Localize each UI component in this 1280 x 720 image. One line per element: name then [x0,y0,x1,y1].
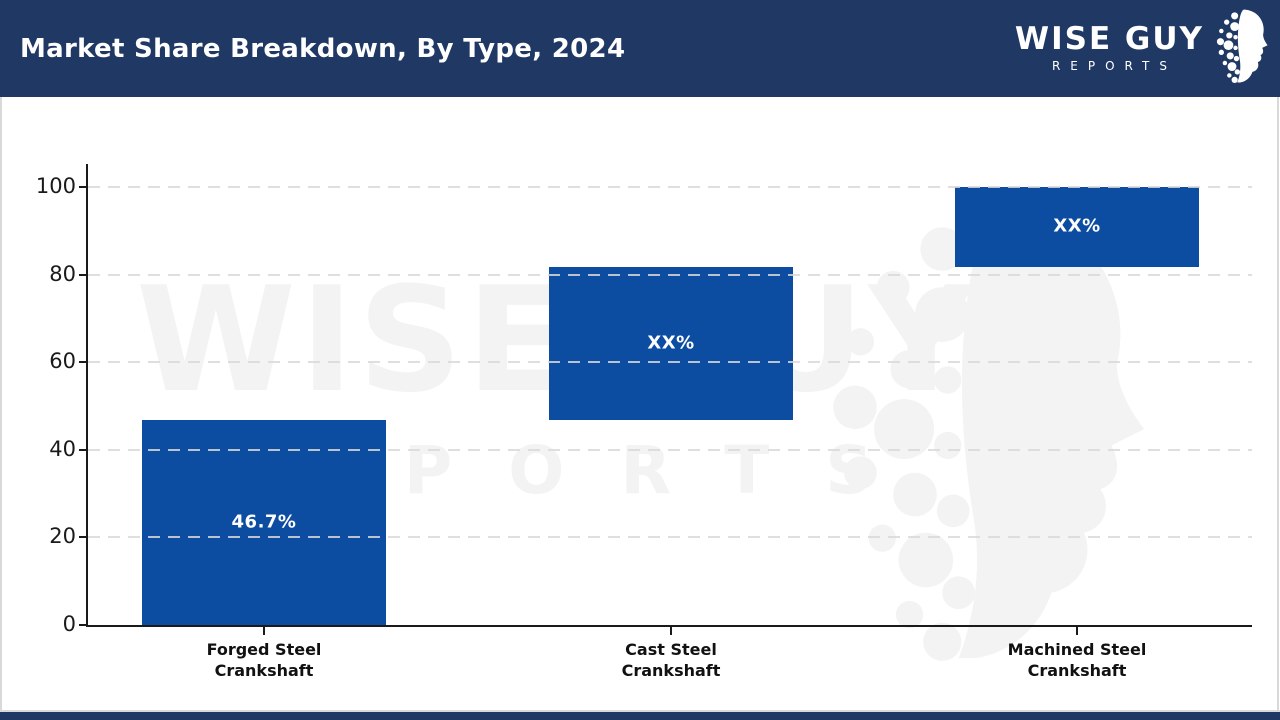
brand-head-icon [1216,9,1268,83]
bar-segment-0: 46.7% [142,420,386,625]
bar-value-label-0: 46.7% [231,511,297,533]
x-category-label-1: Cast Steel Crankshaft [551,639,791,681]
y-tick-label-40: 40 [49,436,76,461]
y-tick-mark-100 [79,186,88,188]
frame-left-border [0,97,2,712]
x-tick-mark-1 [670,627,672,635]
x-category-label-line: Crankshaft [214,661,314,680]
frame-bottom-border [0,710,1280,712]
y-tick-mark-60 [79,361,88,364]
bar-segment-2: XX% [955,187,1199,267]
y-tick-label-80: 80 [49,261,76,286]
y-tick-mark-20 [79,536,88,539]
gridline-40 [88,448,1252,451]
y-tick-mark-80 [79,273,88,276]
gridline-60 [88,361,1252,364]
page-title: Market Share Breakdown, By Type, 2024 [20,33,626,64]
bar-segment-1: XX% [549,266,793,421]
y-tick-label-0: 0 [62,612,76,636]
frame-right-border [1277,97,1279,712]
y-tick-label-60: 60 [49,349,76,374]
x-axis-line [86,625,1252,627]
x-category-label-line: Machined Steel [1007,640,1147,659]
y-tick-mark-40 [79,448,88,451]
x-category-label-2: Machined Steel Crankshaft [957,639,1197,681]
y-axis-line [86,164,88,627]
brand-logo-text: WISE GUY REPORTS [1015,22,1204,73]
x-category-label-0: Forged Steel Crankshaft [144,639,384,681]
gridline-80 [88,273,1252,276]
header: Market Share Breakdown, By Type, 2024 WI… [0,0,1280,97]
gridline-20 [88,536,1252,539]
bar-value-label-1: XX% [647,332,695,354]
brand-subtext: REPORTS [1051,58,1177,73]
x-category-label-line: Cast Steel [625,640,717,659]
y-tick-label-20: 20 [49,524,76,549]
x-tick-mark-2 [1076,627,1078,635]
y-tick-mark-0 [79,624,88,626]
x-tick-mark-0 [263,627,265,635]
gridline-100 [88,186,1252,188]
footer-bar [0,712,1280,720]
x-category-label-line: Crankshaft [621,661,721,680]
y-tick-label-100: 100 [35,174,76,198]
x-category-label-line: Forged Steel [206,640,322,659]
x-category-label-line: Crankshaft [1027,661,1127,680]
brand-logo: WISE GUY REPORTS [1015,6,1272,88]
bar-value-label-2: XX% [1053,215,1101,237]
brand-wordmark: WISE GUY [1014,20,1204,57]
